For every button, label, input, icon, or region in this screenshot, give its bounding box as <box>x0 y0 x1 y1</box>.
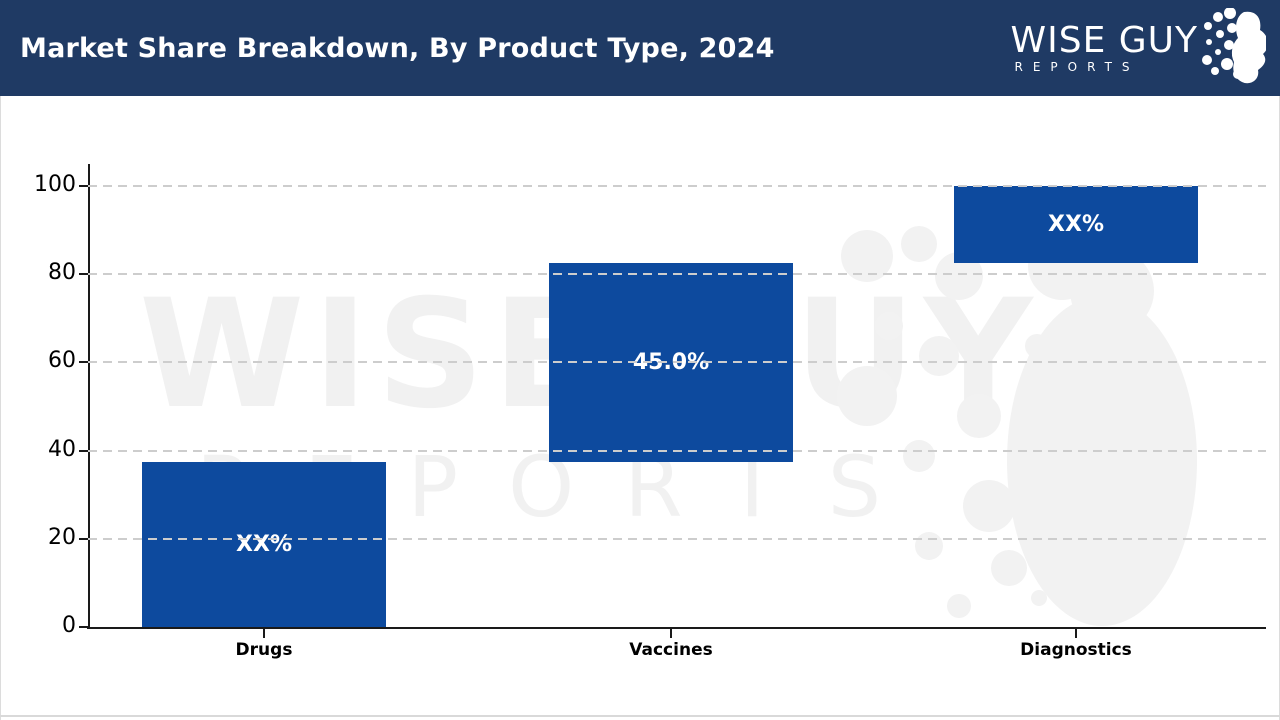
bar-value-label: XX% <box>236 531 292 557</box>
ytick-mark-0 <box>79 626 88 628</box>
ytick-label-80: 80 <box>48 260 76 286</box>
ytick-label-40: 40 <box>48 436 76 462</box>
xtick-label-drugs: Drugs <box>235 640 293 660</box>
gridline-60 <box>88 361 1266 364</box>
ytick-mark-40 <box>79 449 88 452</box>
ytick-mark-20 <box>79 537 88 540</box>
gridline-40 <box>88 449 1266 452</box>
gridline-20 <box>88 537 1266 540</box>
wiseguy-logo: WISE GUY REPORTS <box>1010 8 1266 88</box>
logo-subtitle: REPORTS <box>1014 60 1140 75</box>
ytick-label-100: 100 <box>34 172 76 198</box>
bar-value-label: XX% <box>1048 212 1104 238</box>
bar-drugs: XX% <box>142 461 386 627</box>
gridline-100 <box>88 185 1266 188</box>
ytick-label-0: 0 <box>62 613 76 638</box>
logo-wordmark: WISE GUY <box>1010 19 1198 61</box>
xtick-mark-drugs <box>263 629 265 638</box>
xtick-mark-vaccines <box>670 629 672 638</box>
footer-divider <box>0 715 1280 717</box>
ytick-label-60: 60 <box>48 348 76 374</box>
ytick-mark-80 <box>79 273 88 276</box>
page-title: Market Share Breakdown, By Product Type,… <box>20 32 775 64</box>
watermark-head-icon <box>837 226 1197 626</box>
ytick-label-20: 20 <box>48 524 76 550</box>
xtick-mark-diagnostics <box>1075 629 1077 638</box>
x-axis-line <box>87 627 1266 629</box>
wiseguy-logo-text: WISE GUY REPORTS <box>1010 19 1199 75</box>
xtick-label-diagnostics: Diagnostics <box>1020 640 1132 660</box>
ytick-mark-100 <box>79 185 88 188</box>
wiseguy-head-icon <box>1202 8 1266 84</box>
ytick-mark-60 <box>79 361 88 364</box>
xtick-label-vaccines: Vaccines <box>629 640 713 660</box>
bar-diagnostics: XX% <box>954 186 1198 264</box>
gridline-80 <box>88 273 1266 276</box>
header-bar: Market Share Breakdown, By Product Type,… <box>0 0 1280 96</box>
y-axis-line <box>88 164 90 629</box>
